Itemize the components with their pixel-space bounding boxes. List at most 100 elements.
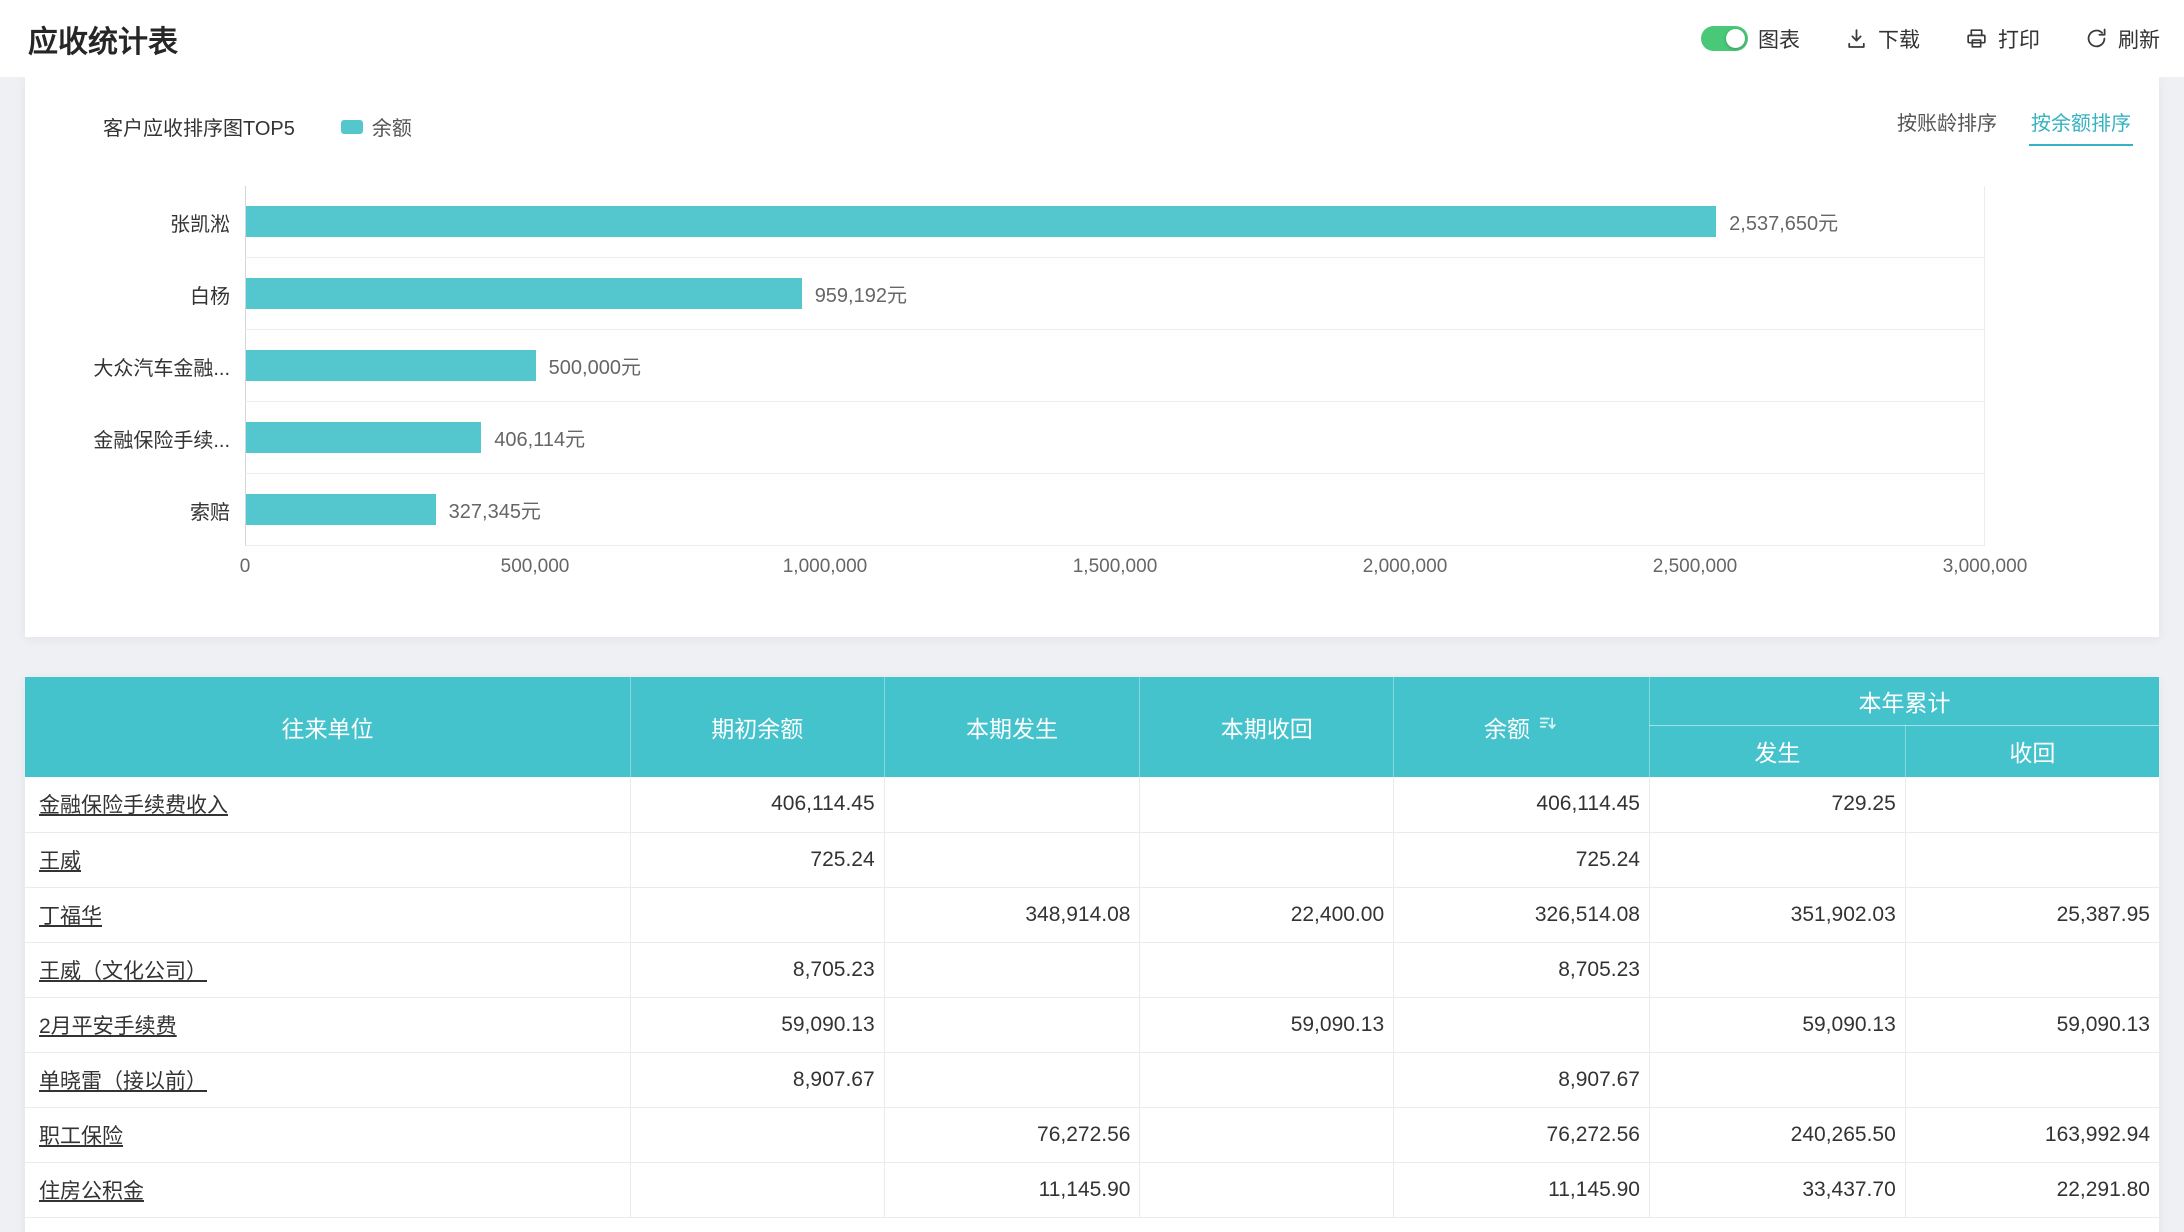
legend-label: 余额	[371, 118, 412, 140]
balance-header-label: 余额	[1484, 716, 1531, 742]
bar-track: 2,537,650元	[245, 186, 1985, 258]
cell-incurred	[884, 1052, 1141, 1108]
refresh-icon	[2084, 26, 2109, 51]
x-axis-tick: 2,500,000	[1652, 556, 1738, 577]
cell-ytd-incurred: 729.25	[1649, 777, 1906, 833]
cell-ytd-incurred: 33,437.70	[1649, 1162, 1906, 1218]
col-header-incurred: 本期发生	[884, 677, 1141, 777]
cell-opening	[630, 1162, 885, 1218]
col-header-received: 本期收回	[1139, 677, 1395, 777]
col-header-ytd-received: 收回	[1905, 725, 2159, 777]
cell-opening: 8,907.67	[630, 1052, 885, 1108]
cell-incurred: 348,914.08	[884, 887, 1141, 943]
unit-link[interactable]: 金融保险手续费收入	[39, 794, 228, 818]
bar-value-label: 959,192元	[814, 285, 907, 307]
cell-opening: 8,705.23	[630, 942, 885, 998]
cell-balance: 326,514.08	[1393, 887, 1650, 943]
category-label: 张凯淞	[170, 213, 230, 236]
cell-opening: 406,114.45	[630, 777, 885, 833]
download-label: 下载	[1878, 28, 1920, 52]
cell-ytd-received: 59,090.13	[1905, 997, 2159, 1053]
unit-link[interactable]: 丁福华	[39, 904, 102, 928]
cell-ytd-incurred	[1649, 1052, 1906, 1108]
cell-opening: 59,090.13	[630, 997, 885, 1053]
cell-incurred	[884, 777, 1141, 833]
cell-balance: 725.24	[1393, 832, 1650, 888]
cell-received: 22,400.00	[1139, 887, 1395, 943]
cell-ytd-received: 163,992.94	[1905, 1107, 2159, 1163]
unit-link[interactable]: 王威（文化公司）	[39, 959, 207, 983]
table-row: 金融保险手续费收入 406,114.45 406,114.45 729.25	[25, 777, 2159, 833]
x-axis-tick: 1,500,000	[1072, 556, 1158, 577]
category-label: 金融保险手续...	[93, 429, 230, 452]
cell-opening	[630, 887, 885, 943]
unit-link[interactable]: 2月平安手续费	[39, 1014, 177, 1038]
cell-opening: 725.24	[630, 832, 885, 888]
col-header-balance[interactable]: 余额	[1393, 677, 1650, 777]
unit-link[interactable]: 单晓雷（接以前）	[39, 1069, 207, 1093]
print-label: 打印	[1998, 28, 2040, 52]
x-axis-tick: 3,000,000	[1942, 556, 2028, 577]
table-row: 住房公积金 11,145.90 11,145.90 33,437.70 22,2…	[25, 1162, 2159, 1218]
cell-ytd-received: 22,291.80	[1905, 1162, 2159, 1218]
bar-track: 327,345元	[245, 474, 1985, 546]
sort-descending-icon[interactable]	[1537, 713, 1559, 741]
cell-ytd-incurred	[1649, 942, 1906, 998]
chart-toggle-group: 图表	[1701, 24, 1800, 54]
balance-bar	[246, 206, 1717, 237]
col-header-ytd: 本年累计	[1649, 677, 2159, 726]
legend-swatch	[340, 119, 363, 134]
bar-value-label: 327,345元	[448, 501, 541, 523]
cell-ytd-received	[1905, 832, 2159, 888]
cell-incurred: 76,272.56	[884, 1107, 1141, 1163]
bar-value-label: 2,537,650元	[1729, 213, 1839, 235]
table-row: 2月平安手续费 59,090.13 59,090.13 59,090.13 59…	[25, 997, 2159, 1053]
x-axis-tick: 1,000,000	[782, 556, 868, 577]
table-header: 往来单位 期初余额 本期发生 本期收回 余额	[25, 677, 2159, 777]
cell-ytd-received: 25,387.95	[1905, 887, 2159, 943]
cell-ytd-received	[1905, 1052, 2159, 1108]
col-header-ytd-incurred: 发生	[1649, 725, 1906, 777]
table-row: 王威 725.24 725.24	[25, 832, 2159, 888]
bar-track: 406,114元	[245, 402, 1985, 474]
refresh-button[interactable]: 刷新	[2084, 24, 2160, 54]
cell-incurred: 11,145.90	[884, 1162, 1141, 1218]
cell-received: 59,090.13	[1139, 997, 1395, 1053]
download-button[interactable]: 下载	[1844, 24, 1920, 54]
unit-link[interactable]: 住房公积金	[39, 1179, 144, 1203]
chart-toggle[interactable]	[1701, 26, 1748, 51]
category-label: 大众汽车金融...	[93, 357, 230, 380]
chart-bar-row: 金融保险手续... 406,114元	[25, 402, 2159, 474]
chart-header: 客户应收排序图TOP5 余额 按账龄排序 按余额排序	[25, 77, 2159, 146]
cell-received	[1139, 1052, 1395, 1108]
cell-balance: 76,272.56	[1393, 1107, 1650, 1163]
chart-panel-title: 客户应收排序图TOP5	[103, 118, 295, 140]
sort-by-balance-button[interactable]: 按余额排序	[2029, 107, 2133, 146]
sort-by-aging-button[interactable]: 按账龄排序	[1895, 107, 1999, 146]
chart-toggle-label: 图表	[1758, 28, 1800, 52]
col-header-opening: 期初余额	[630, 677, 885, 777]
cell-incurred	[884, 832, 1141, 888]
cell-ytd-incurred: 351,902.03	[1649, 887, 1906, 943]
cell-received	[1139, 1107, 1395, 1163]
print-button[interactable]: 打印	[1964, 24, 2040, 54]
balance-bar	[246, 278, 802, 309]
bar-value-label: 500,000元	[548, 357, 641, 379]
balance-bar	[246, 494, 436, 525]
cell-ytd-received	[1905, 942, 2159, 998]
unit-link[interactable]: 王威	[39, 849, 81, 873]
cell-balance: 8,907.67	[1393, 1052, 1650, 1108]
table-row: 丁福华 348,914.08 22,400.00 326,514.08 351,…	[25, 887, 2159, 943]
cell-incurred	[884, 997, 1141, 1053]
cell-ytd-received	[1905, 777, 2159, 833]
unit-link[interactable]: 职工保险	[39, 1124, 123, 1148]
receivable-table-card: 往来单位 期初余额 本期发生 本期收回 余额	[25, 677, 2159, 1232]
chart-bar-row: 白杨 959,192元	[25, 258, 2159, 330]
table-row: 职工保险 76,272.56 76,272.56 240,265.50 163,…	[25, 1107, 2159, 1163]
bar-track: 959,192元	[245, 258, 1985, 330]
bar-chart: 张凯淞 2,537,650元 白杨 959,192元 大众汽车金融...	[25, 186, 2159, 582]
cell-balance: 11,145.90	[1393, 1162, 1650, 1218]
cell-received	[1139, 942, 1395, 998]
table-row: 王威（文化公司） 8,705.23 8,705.23	[25, 942, 2159, 998]
